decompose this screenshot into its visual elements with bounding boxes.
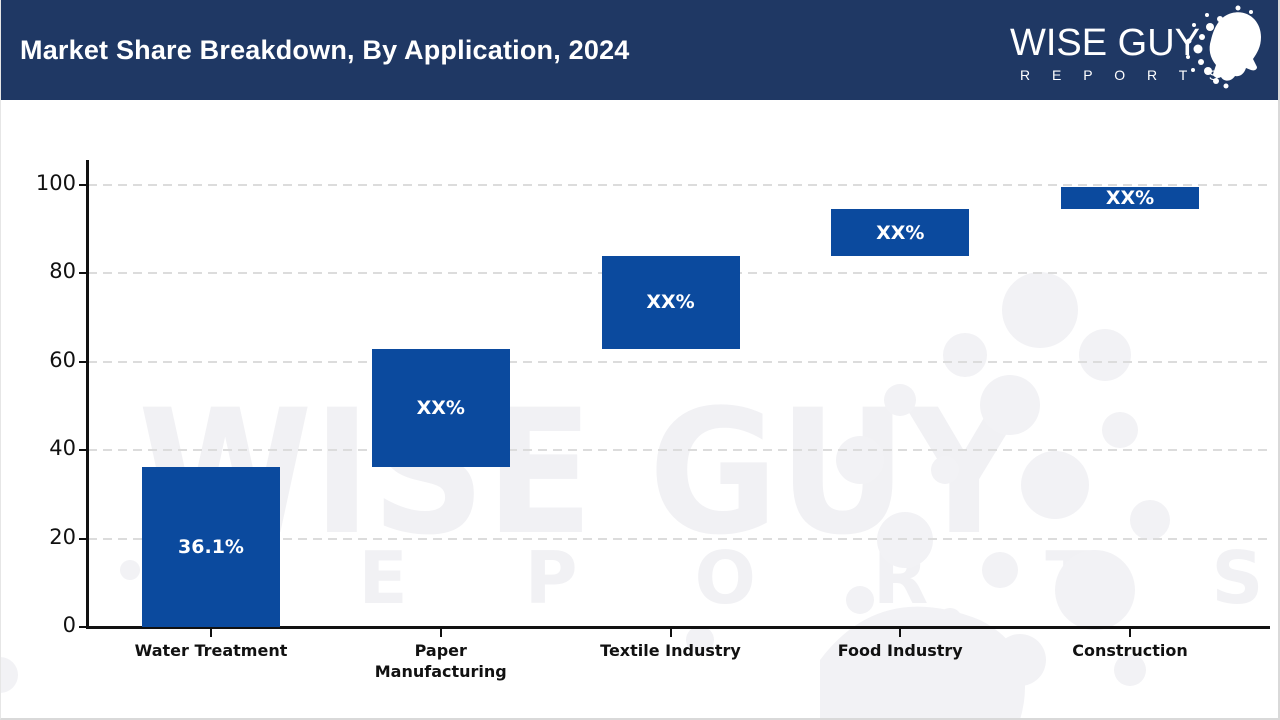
logo-head-icon [1186, 5, 1261, 89]
bar-value-label: XX% [876, 221, 925, 244]
y-axis-tick [79, 449, 88, 452]
bar-value-label: XX% [1105, 187, 1155, 210]
bar-value-label: XX% [646, 291, 695, 314]
chart-bar: XX% [831, 209, 970, 256]
x-axis-line [86, 626, 1270, 629]
watermark-head-icon [0, 272, 1170, 720]
x-axis-tick [899, 628, 902, 637]
y-axis-tick-label: 100 [35, 171, 76, 195]
bar-value-label: XX% [416, 396, 465, 419]
category-label-line: Food Industry [837, 641, 963, 660]
bar-value-label: 36.1% [178, 536, 244, 559]
x-axis-category-label: Water Treatment [101, 640, 321, 661]
category-label-line: Manufacturing [374, 662, 507, 681]
y-gridline [88, 184, 1270, 186]
chart-area: WISE GUY R E P O R T S 0 20 40 60 80 100 36.1%… [0, 100, 1280, 720]
y-axis-tick-label: 60 [49, 347, 76, 372]
y-axis-tick [79, 626, 88, 628]
category-label-line: Construction [1072, 641, 1188, 660]
x-axis-category-label: Construction [1020, 640, 1240, 661]
y-gridline [88, 360, 1270, 363]
x-axis-tick [210, 628, 212, 637]
y-axis-tick-label: 0 [62, 613, 76, 637]
category-label-line: Textile Industry [600, 641, 741, 660]
y-axis-tick [79, 537, 88, 540]
y-gridline [88, 537, 1270, 540]
y-axis-tick [79, 360, 88, 363]
x-axis-category-label: Textile Industry [561, 640, 781, 661]
category-label-line: Paper [414, 641, 467, 660]
logo-subtext: R E P O R T S [1020, 67, 1227, 83]
chart-bar: XX% [601, 255, 740, 349]
x-axis-category-label: Food Industry [790, 640, 1010, 661]
category-label-line: Water Treatment [134, 641, 288, 660]
y-axis-line [86, 160, 89, 628]
x-axis-tick [1129, 628, 1131, 637]
x-axis-tick [669, 628, 672, 637]
chart-bar: 36.1% [142, 467, 280, 627]
y-gridline [88, 449, 1270, 452]
x-axis-tick [439, 628, 442, 637]
header-banner: Market Share Breakdown, By Application, … [0, 0, 1280, 100]
y-axis-tick-label: 80 [49, 259, 76, 284]
x-axis-category-label: Paper Manufacturing [331, 640, 551, 682]
y-axis-tick-label: 20 [49, 524, 76, 549]
chart-bar: XX% [371, 348, 510, 468]
chart-bar: XX% [1061, 187, 1199, 210]
y-axis-tick [79, 272, 88, 275]
logo-wordmark: WISE GUY [1010, 22, 1200, 64]
page-title: Market Share Breakdown, By Application, … [20, 34, 630, 65]
y-axis-tick-label: 40 [49, 436, 76, 461]
wise-guy-logo: WISE GUY R E P O R T S [1008, 5, 1266, 95]
y-axis-tick [79, 184, 88, 186]
